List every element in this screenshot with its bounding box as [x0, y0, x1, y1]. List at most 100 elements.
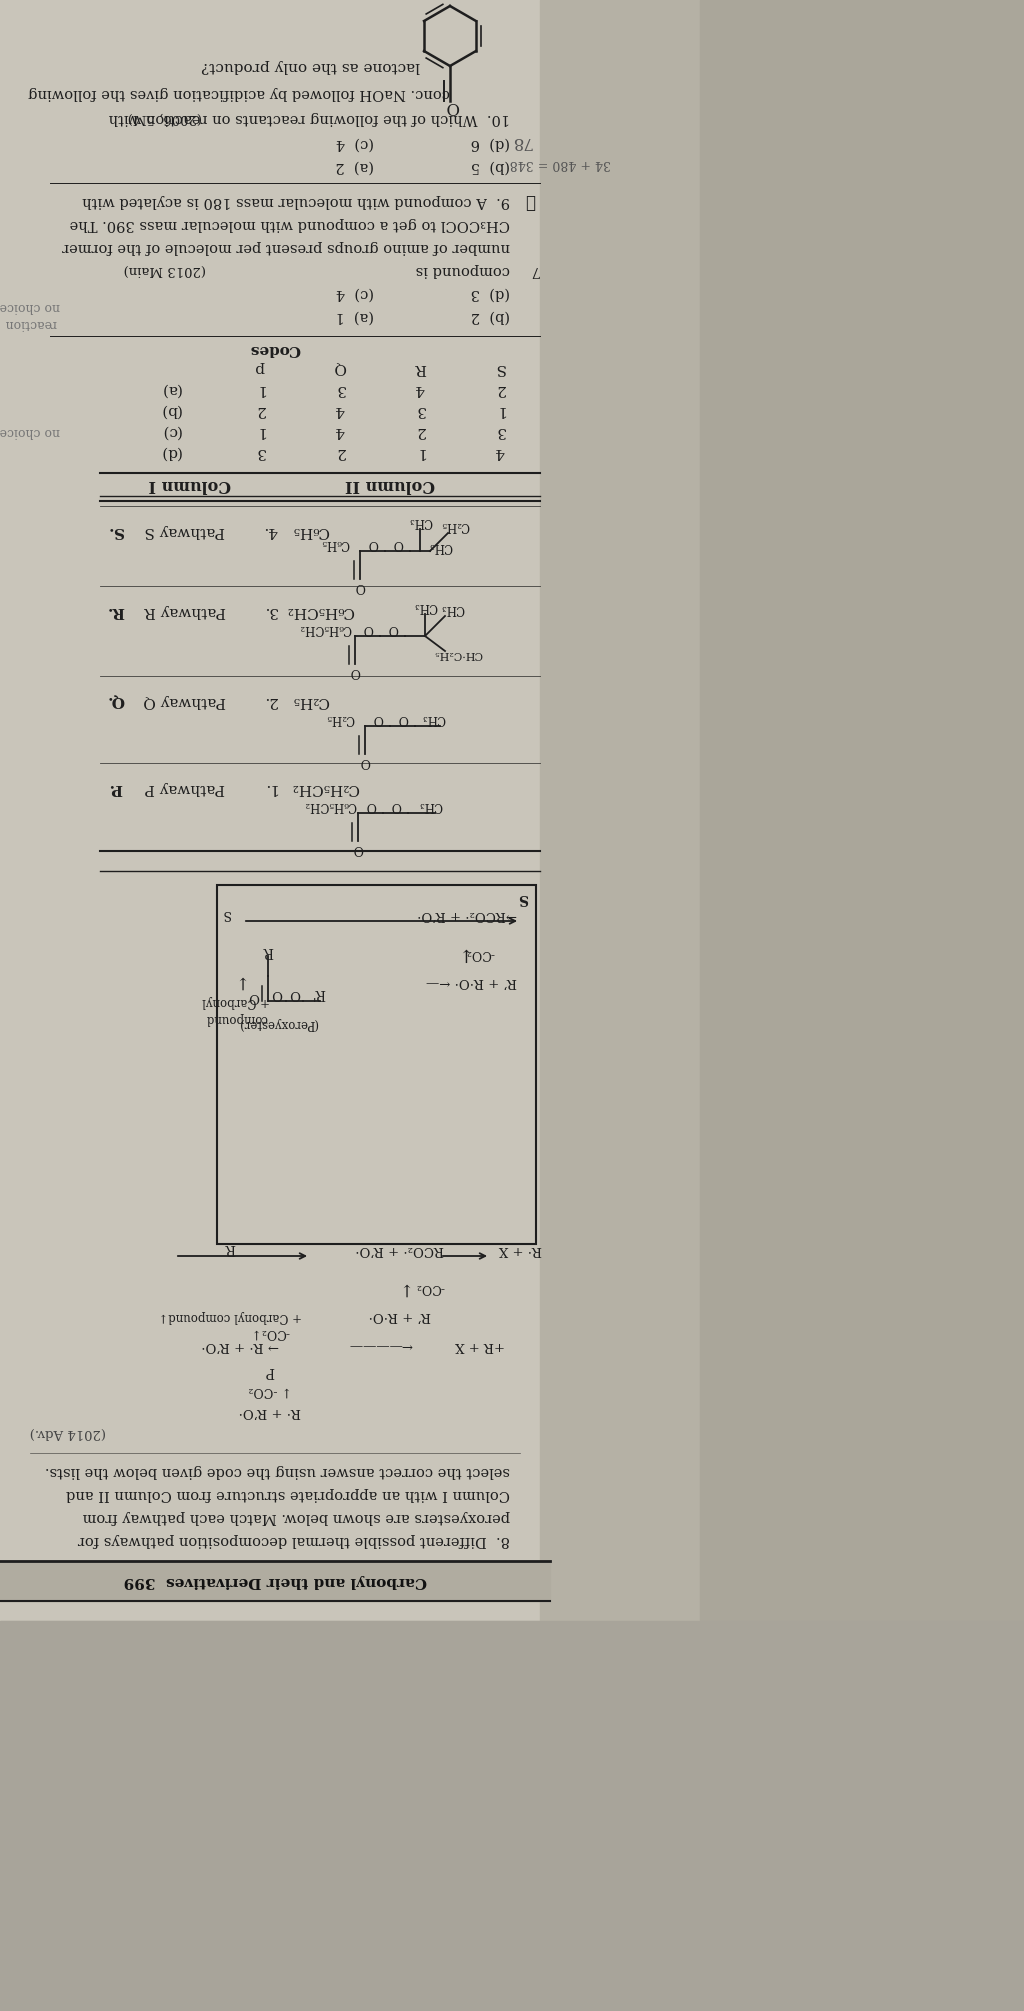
Text: O: O [366, 798, 376, 812]
Text: O: O [359, 754, 371, 768]
Text: C₆H₅CH₂: C₆H₅CH₂ [299, 621, 351, 635]
Text: 1: 1 [415, 444, 425, 459]
Text: reaction: reaction [4, 316, 56, 330]
Text: R.: R. [106, 603, 124, 617]
Text: ←————: ←———— [348, 1339, 412, 1351]
Text: no choice: no choice [0, 424, 60, 438]
Text: (c)  4: (c) 4 [336, 137, 374, 151]
Text: (b): (b) [159, 402, 181, 416]
Text: Pathway R: Pathway R [144, 603, 226, 617]
Text: (2006, 5M): (2006, 5M) [128, 111, 202, 125]
Text: S: S [495, 362, 505, 374]
Text: P: P [265, 1363, 274, 1378]
Text: peroxyesters are shown below. Match each pathway from: peroxyesters are shown below. Match each… [83, 1510, 510, 1524]
Text: + Carbonyl compound↓: + Carbonyl compound↓ [158, 1309, 302, 1323]
Text: lactone as the only product?: lactone as the only product? [201, 58, 420, 72]
Text: C₆H₅CH₂: C₆H₅CH₂ [286, 603, 354, 617]
Text: no choice: no choice [0, 300, 60, 312]
Text: +R + X: +R + X [455, 1339, 505, 1351]
Text: CH₃: CH₃ [418, 798, 442, 812]
Text: Column I with an appropriate structure from Column II and: Column I with an appropriate structure f… [66, 1486, 510, 1500]
Text: O: O [362, 621, 373, 635]
Bar [700, 0, 1024, 2011]
Text: P.: P. [108, 780, 122, 794]
Text: 2: 2 [255, 402, 265, 416]
Text: (d)  6: (d) 6 [470, 137, 510, 151]
Text: O: O [388, 621, 398, 635]
Text: Codes: Codes [250, 342, 301, 356]
Text: R: R [225, 1241, 236, 1255]
Text: Column I: Column I [148, 475, 231, 493]
Text: O: O [373, 712, 383, 724]
Text: 4: 4 [335, 402, 345, 416]
Text: O: O [445, 97, 459, 115]
Bar [0, 1561, 550, 1601]
Text: →RCO₂· + R’O·: →RCO₂· + R’O· [417, 907, 517, 921]
Text: CH₃: CH₃ [413, 599, 437, 613]
Text: (c)  4: (c) 4 [336, 286, 374, 300]
Text: S: S [518, 891, 528, 905]
Text: O: O [397, 712, 409, 724]
Text: 10.  Which of the following reactants on reaction with: 10. Which of the following reactants on … [109, 111, 510, 125]
Text: -CO₂: -CO₂ [416, 1281, 444, 1295]
Text: p: p [255, 362, 265, 374]
Bar [540, 0, 1024, 2011]
Text: 4.: 4. [263, 525, 278, 539]
Text: → R· + R’O·: → R· + R’O· [201, 1339, 279, 1351]
Text: 2: 2 [335, 444, 345, 459]
Text: 1: 1 [496, 402, 505, 416]
Text: Q.: Q. [106, 694, 124, 708]
Text: CH₃: CH₃ [421, 712, 445, 724]
Text: + Carbonyl: + Carbonyl [202, 995, 270, 1008]
Text: Pathway P: Pathway P [144, 780, 225, 794]
Text: 4: 4 [415, 382, 425, 396]
Text: CH·C₂H₅: CH·C₂H₅ [433, 650, 482, 660]
Text: O: O [271, 987, 283, 999]
Text: Pathway S: Pathway S [144, 525, 225, 539]
Text: O: O [354, 579, 366, 593]
Text: R· + R’O·: R· + R’O· [239, 1404, 301, 1418]
Text: R: R [263, 943, 273, 957]
Text: compound: compound [205, 1012, 267, 1024]
Text: (c): (c) [160, 424, 180, 438]
Text: R’ + R·O· ←—: R’ + R·O· ←— [426, 975, 517, 987]
Text: (Peroxyester): (Peroxyester) [238, 1016, 317, 1030]
Text: R: R [415, 362, 426, 374]
Bar [0, 1621, 550, 2011]
Text: (2013 Main): (2013 Main) [124, 263, 206, 276]
Text: 8.  Different possible thermal decomposition pathways for: 8. Different possible thermal decomposit… [78, 1532, 510, 1546]
Text: 2: 2 [415, 424, 425, 438]
Text: 2: 2 [496, 382, 505, 396]
Text: CH₃: CH₃ [440, 601, 464, 615]
Text: (a)  1: (a) 1 [336, 310, 374, 324]
Text: O: O [393, 537, 403, 549]
Text: 1: 1 [255, 382, 265, 396]
Text: 2.: 2. [263, 694, 278, 708]
Text: (d)  3: (d) 3 [470, 286, 510, 300]
Text: (a): (a) [160, 382, 180, 396]
Text: 78: 78 [510, 133, 531, 149]
Text: C₆H₅: C₆H₅ [321, 537, 349, 549]
Text: 4: 4 [335, 424, 345, 438]
Text: O: O [353, 841, 364, 855]
Text: select the correct answer using the code given below the lists.: select the correct answer using the code… [45, 1464, 510, 1478]
Text: ↓: ↓ [393, 1279, 407, 1297]
Text: 1: 1 [255, 424, 265, 438]
Text: O: O [290, 987, 300, 999]
Text: C₆H₅CH₂: C₆H₅CH₂ [304, 798, 356, 812]
Text: Carbonyl and their Derivatives  399: Carbonyl and their Derivatives 399 [123, 1575, 427, 1589]
Text: compound is: compound is [416, 263, 510, 278]
Text: ↓ -CO₂: ↓ -CO₂ [248, 1384, 292, 1398]
Text: -CO₂↓: -CO₂↓ [250, 1327, 290, 1339]
Text: 7: 7 [530, 263, 540, 278]
Text: -CO₂: -CO₂ [466, 947, 495, 959]
Text: R· + X: R· + X [499, 1243, 542, 1255]
Bar [0, 1621, 1024, 2011]
Text: S.: S. [108, 525, 123, 539]
Text: R’ + R·O·: R’ + R·O· [369, 1309, 431, 1323]
Text: 3: 3 [415, 402, 425, 416]
Text: C₂H₅CH₂: C₂H₅CH₂ [291, 780, 359, 794]
Text: (b)  2: (b) 2 [470, 310, 510, 324]
Text: C₆H₅: C₆H₅ [292, 525, 329, 539]
Text: CH₃COCl to get a compound with molecular mass 390. The: CH₃COCl to get a compound with molecular… [70, 217, 510, 231]
